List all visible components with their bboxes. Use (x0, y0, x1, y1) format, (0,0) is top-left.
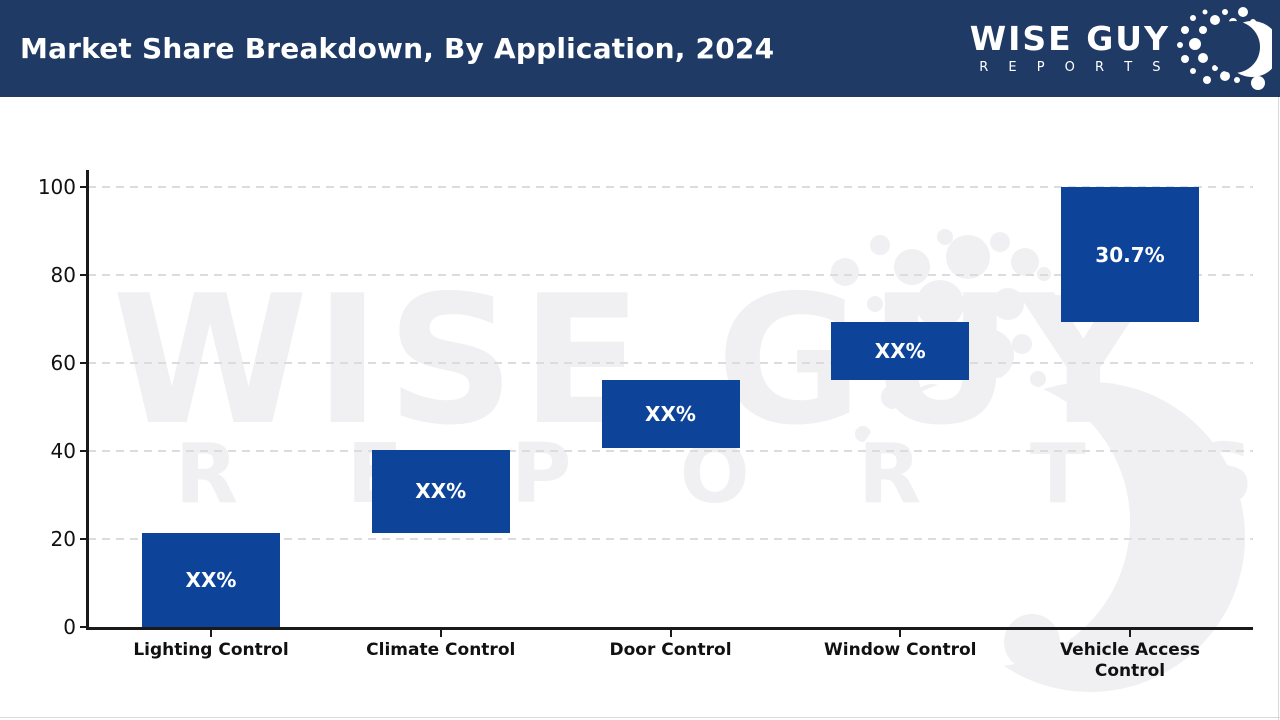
grid-line (88, 538, 1253, 540)
y-tick-mark (80, 186, 88, 188)
chart-area: WISE GUY R E P O R T S (0, 97, 1280, 720)
bar-value-label: XX% (185, 567, 237, 592)
x-category-label: Lighting Control (133, 640, 289, 660)
x-tick-mark (669, 629, 672, 637)
bottom-frame-line (0, 717, 1280, 718)
bar-value-label: XX% (415, 479, 467, 504)
bar-value-label: XX% (874, 339, 926, 364)
x-category-label: Window Control (824, 640, 977, 660)
page-title: Market Share Breakdown, By Application, … (20, 32, 775, 65)
y-axis (86, 170, 89, 629)
y-tick-label: 60 (50, 351, 76, 375)
grid-line (88, 362, 1253, 364)
grid-line (88, 186, 1253, 188)
y-tick-mark (80, 362, 88, 364)
right-frame-line (1278, 97, 1279, 720)
x-category-label: Climate Control (366, 640, 516, 660)
bar: XX% (831, 322, 970, 381)
x-category-label: Vehicle Access Control (1059, 640, 1201, 682)
bar-value-label: XX% (645, 402, 696, 427)
y-tick-mark (80, 626, 88, 628)
x-axis (86, 627, 1253, 630)
x-category-label: Door Control (609, 640, 732, 660)
brand-name: WISE GUY (969, 19, 1170, 58)
x-tick-mark (1129, 629, 1131, 637)
bar: XX% (371, 449, 510, 534)
x-tick-mark (210, 629, 212, 637)
y-tick-label: 100 (37, 175, 76, 199)
x-tick-mark (899, 629, 902, 637)
y-tick-mark (80, 538, 88, 540)
brand-logo: WISE GUY R E P O R T S (970, 3, 1272, 95)
bar: XX% (601, 380, 740, 449)
bar-value-label: 30.7% (1095, 242, 1165, 267)
grid-line (88, 274, 1253, 276)
header-bar: Market Share Breakdown, By Application, … (0, 0, 1280, 97)
x-tick-mark (439, 629, 442, 637)
brand-logo-text: WISE GUY R E P O R T S (970, 22, 1170, 75)
bar: 30.7% (1061, 187, 1199, 323)
y-tick-label: 20 (50, 527, 76, 551)
y-tick-mark (80, 274, 88, 276)
grid-line (88, 450, 1253, 452)
brand-head-icon (1177, 6, 1272, 90)
brand-subtitle: R E P O R T S (979, 60, 1169, 75)
y-tick-mark (80, 450, 88, 452)
y-tick-label: 40 (50, 439, 76, 463)
y-tick-label: 80 (50, 263, 76, 287)
y-tick-label: 0 (63, 615, 76, 639)
bar: XX% (142, 532, 280, 627)
